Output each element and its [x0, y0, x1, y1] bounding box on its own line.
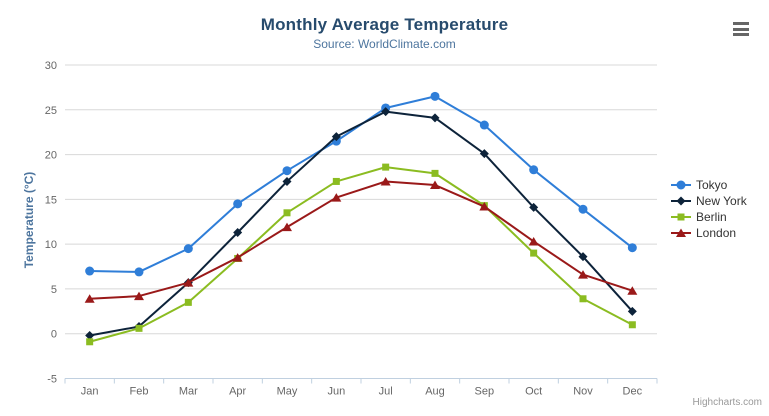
legend-marker-london	[671, 228, 691, 237]
data-point-tokyo[interactable]	[183, 244, 193, 254]
data-point-new-york[interactable]	[233, 227, 243, 237]
data-point-berlin[interactable]	[184, 298, 192, 306]
data-point-new-york[interactable]	[578, 252, 588, 262]
data-point-london[interactable]	[84, 294, 95, 303]
data-point-tokyo[interactable]	[233, 199, 243, 209]
y-axis-label: 10	[45, 239, 57, 251]
data-point-berlin[interactable]	[283, 209, 291, 217]
x-axis-label: Jun	[327, 386, 345, 398]
legend-item-label: Berlin	[696, 210, 727, 224]
data-point-new-york[interactable]	[331, 132, 341, 142]
hamburger-menu-icon	[733, 22, 749, 25]
y-axis-label: -5	[47, 374, 57, 386]
data-point-tokyo[interactable]	[479, 120, 489, 130]
data-point-london[interactable]	[232, 253, 243, 262]
data-point-berlin[interactable]	[628, 321, 636, 329]
legend-item-label: New York	[696, 194, 747, 208]
data-point-tokyo[interactable]	[627, 243, 637, 253]
series-line-new-york	[88, 110, 634, 337]
series-line-london	[88, 180, 634, 300]
data-point-berlin[interactable]	[382, 163, 390, 171]
legend-item-label: Tokyo	[696, 178, 728, 192]
series-line-berlin	[88, 166, 634, 343]
data-point-tokyo[interactable]	[134, 267, 144, 277]
data-point-berlin[interactable]	[579, 295, 587, 303]
data-point-london[interactable]	[380, 176, 391, 186]
legend-item-new-york[interactable]: New York	[671, 193, 747, 209]
legend-marker-tokyo	[671, 180, 691, 190]
data-point-new-york[interactable]	[282, 176, 292, 186]
x-axis-label: Jul	[379, 386, 393, 398]
series-line-tokyo	[88, 95, 634, 273]
data-point-london[interactable]	[282, 222, 292, 232]
hamburger-menu-icon	[733, 33, 749, 36]
data-point-london[interactable]	[430, 180, 440, 190]
data-point-tokyo[interactable]	[282, 166, 292, 176]
data-point-tokyo[interactable]	[85, 266, 95, 276]
legend-item-berlin[interactable]: Berlin	[671, 209, 747, 225]
data-point-london[interactable]	[331, 193, 342, 202]
chart-title: Monthly Average Temperature	[260, 15, 509, 34]
x-axis-label: Apr	[229, 386, 246, 398]
data-point-tokyo[interactable]	[529, 165, 539, 175]
data-point-london[interactable]	[627, 286, 638, 295]
data-point-new-york[interactable]	[430, 113, 440, 123]
legend-item-label: London	[696, 226, 737, 240]
legend: Tokyo New York Berlin London	[671, 177, 747, 241]
data-point-new-york[interactable]	[85, 331, 95, 341]
y-axis-label: 30	[45, 60, 57, 72]
x-axis-label: Sep	[475, 386, 495, 398]
data-point-berlin[interactable]	[86, 338, 94, 346]
y-axis-label: 15	[45, 194, 57, 206]
data-point-tokyo[interactable]	[430, 91, 440, 101]
chart-subtitle: Source: WorldClimate.com	[313, 37, 456, 51]
data-point-new-york[interactable]	[479, 149, 489, 159]
legend-item-tokyo[interactable]: Tokyo	[671, 177, 747, 193]
data-point-berlin[interactable]	[530, 249, 538, 257]
x-axis-label: Mar	[179, 386, 198, 398]
data-point-berlin[interactable]	[431, 169, 439, 177]
data-point-new-york[interactable]	[627, 306, 637, 316]
y-axis-label: 20	[45, 150, 57, 162]
data-point-london[interactable]	[134, 291, 144, 301]
x-axis-label: Feb	[130, 386, 149, 398]
data-point-london[interactable]	[578, 270, 588, 279]
x-axis-label: Dec	[623, 386, 643, 398]
legend-marker-berlin	[671, 213, 691, 221]
y-axis-label: 0	[51, 329, 57, 341]
y-axis-label: 5	[51, 284, 57, 296]
data-point-london[interactable]	[479, 202, 490, 211]
highcharts-credit-link[interactable]: Highcharts.com	[692, 397, 762, 408]
y-axis-label: 25	[45, 105, 57, 117]
x-axis-label: Nov	[573, 386, 593, 398]
x-axis-label: Oct	[525, 386, 542, 398]
data-point-berlin[interactable]	[332, 177, 340, 185]
hamburger-menu-icon	[733, 27, 749, 31]
data-point-new-york[interactable]	[529, 202, 539, 212]
legend-marker-new-york	[671, 196, 691, 206]
data-point-london[interactable]	[183, 278, 194, 287]
data-point-new-york[interactable]	[381, 107, 391, 117]
data-point-berlin[interactable]	[135, 324, 143, 332]
x-axis-label: May	[277, 386, 298, 398]
legend-item-london[interactable]: London	[671, 225, 747, 241]
export-menu-button[interactable]	[733, 22, 749, 36]
data-point-tokyo[interactable]	[578, 204, 588, 214]
data-point-london[interactable]	[528, 236, 539, 246]
x-axis-label: Jan	[81, 386, 99, 398]
x-axis-label: Aug	[425, 386, 445, 398]
